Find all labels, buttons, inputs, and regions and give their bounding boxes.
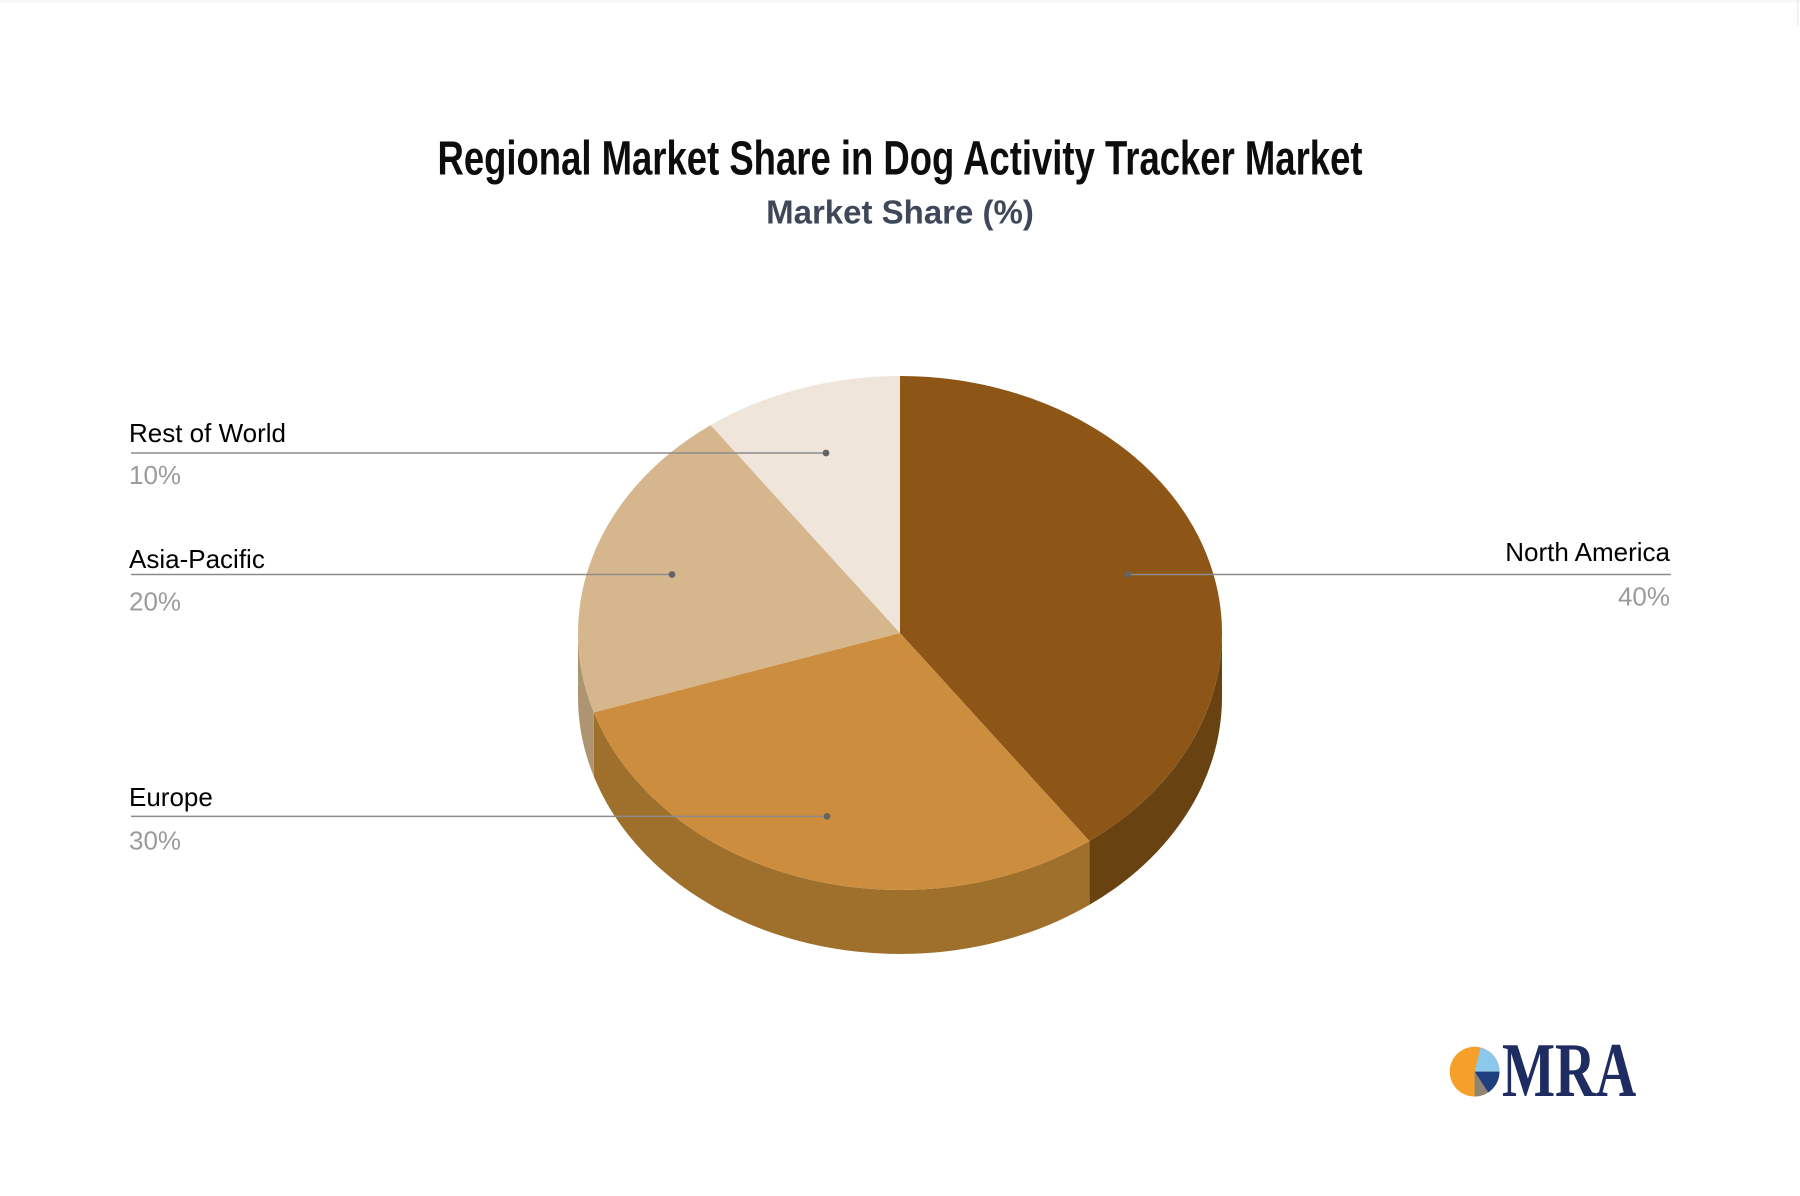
svg-text:20%: 20% (129, 587, 181, 617)
svg-text:30%: 30% (129, 826, 181, 856)
svg-text:Asia-Pacific: Asia-Pacific (129, 544, 265, 574)
svg-text:Regional Market Share in Dog A: Regional Market Share in Dog Activity Tr… (437, 132, 1362, 186)
svg-text:40%: 40% (1618, 582, 1670, 612)
svg-text:MRA: MRA (1502, 1027, 1636, 1113)
svg-text:Market Share (%): Market Share (%) (766, 194, 1034, 231)
svg-text:Rest of World: Rest of World (129, 418, 286, 448)
svg-text:North America: North America (1505, 537, 1670, 567)
svg-text:Europe: Europe (129, 782, 213, 812)
svg-text:10%: 10% (129, 460, 181, 490)
